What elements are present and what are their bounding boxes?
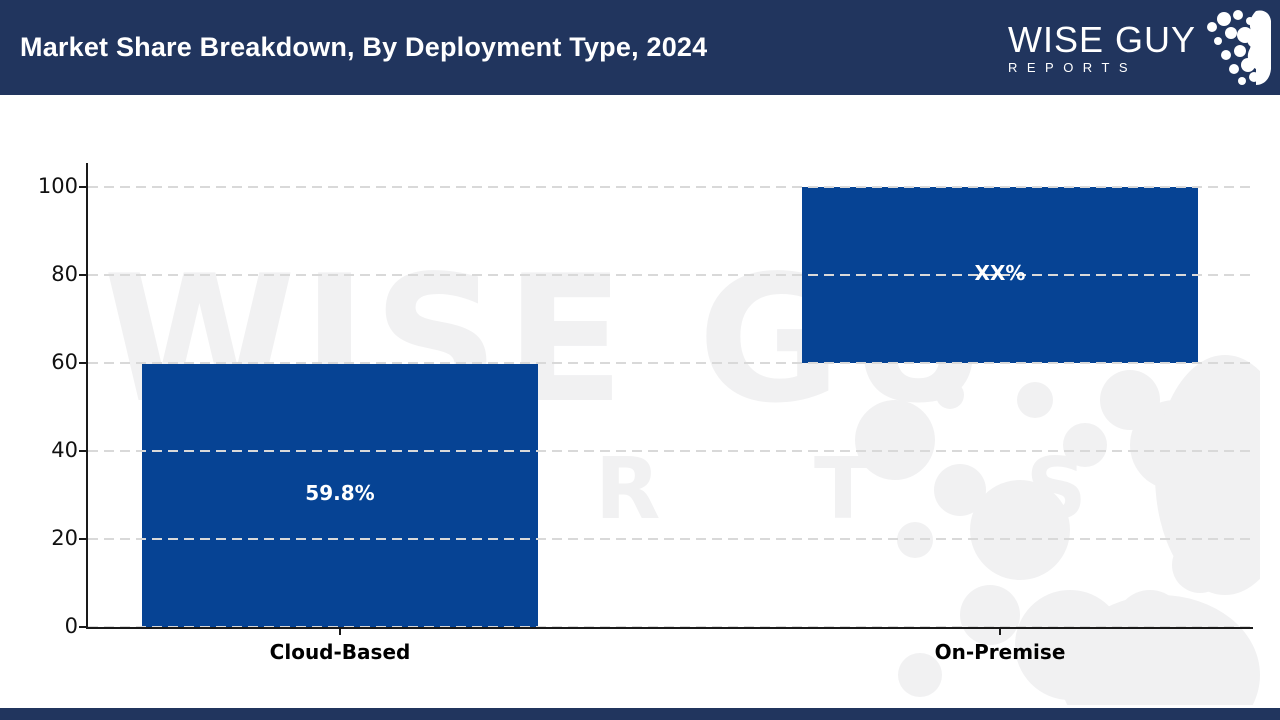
footer-bar [0,708,1280,720]
grid-line [88,450,1253,452]
x-axis-line [86,627,1253,629]
y-tick-mark [79,450,87,452]
x-tick-mark [339,627,341,635]
chart-area: WISE GU R T S 0 20 40 60 80 100 59.8% Cloud-Bas… [0,95,1280,708]
x-category-label: Cloud-Based [269,640,411,664]
y-tick-label: 20 [51,526,78,550]
y-tick-mark [79,186,87,188]
y-tick-label: 40 [51,438,78,462]
x-category-label: On-Premise [934,640,1066,664]
grid-line [88,274,1253,276]
grid-line [88,362,1253,364]
plot: 0 20 40 60 80 100 59.8% Cloud-Based XX% On-Premis… [0,95,1280,708]
logo-wordmark: WISE GUY REPORTS [1007,18,1196,75]
bar-value-label: 59.8% [305,481,375,506]
wiseguy-logo: WISE GUY REPORTS [1008,7,1272,89]
y-tick-label: 100 [37,174,78,198]
logo-wordmark-main: WISE GUY [1007,18,1196,60]
y-tick-mark [79,626,87,628]
chart-title: Market Share Breakdown, By Deployment Ty… [20,32,708,62]
y-axis-line [86,163,88,629]
y-tick-label: 60 [51,350,78,374]
y-tick-mark [79,274,87,276]
logo-face-icon [1207,9,1271,85]
bar-value-label: XX% [974,261,1026,285]
y-tick-mark [79,538,87,540]
y-tick-mark [79,362,87,364]
logo-wordmark-sub: REPORTS [1007,59,1138,75]
grid-line [88,538,1253,540]
y-tick-label: 80 [51,262,78,286]
header: Market Share Breakdown, By Deployment Ty… [0,0,1280,95]
y-tick-label: 0 [64,614,78,638]
bar-cloud-based [142,363,538,627]
grid-line [88,186,1253,188]
